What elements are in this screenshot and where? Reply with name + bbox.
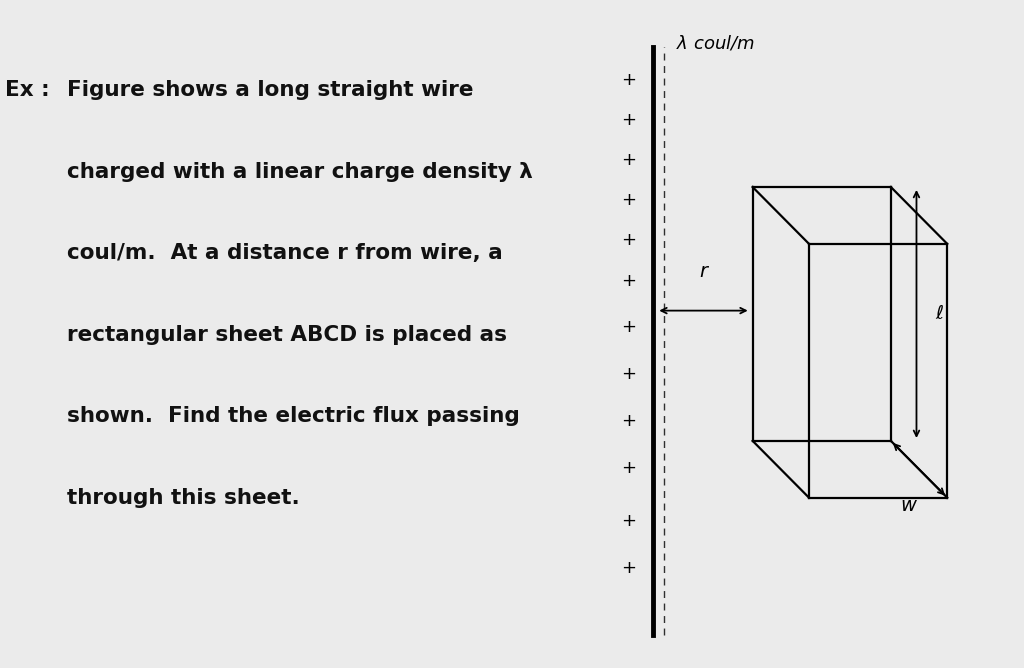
Text: +: +	[622, 412, 636, 430]
Text: Figure shows a long straight wire: Figure shows a long straight wire	[67, 80, 473, 100]
Text: +: +	[622, 112, 636, 129]
Text: shown.  Find the electric flux passing: shown. Find the electric flux passing	[67, 406, 519, 426]
Text: $\ell$: $\ell$	[935, 305, 944, 323]
Text: +: +	[622, 319, 636, 336]
Text: Ex :: Ex :	[5, 80, 50, 100]
Text: +: +	[622, 365, 636, 383]
Text: charged with a linear charge density λ: charged with a linear charge density λ	[67, 162, 532, 182]
Text: +: +	[622, 272, 636, 289]
Text: coul/m.  At a distance r from wire, a: coul/m. At a distance r from wire, a	[67, 243, 503, 263]
Text: rectangular sheet ABCD is placed as: rectangular sheet ABCD is placed as	[67, 325, 507, 345]
Text: +: +	[622, 559, 636, 576]
Text: +: +	[622, 512, 636, 530]
Text: +: +	[622, 459, 636, 476]
Text: r: r	[699, 262, 707, 281]
Text: +: +	[622, 232, 636, 249]
Text: through this sheet.: through this sheet.	[67, 488, 299, 508]
Text: $\lambda$ coul/m: $\lambda$ coul/m	[676, 34, 755, 53]
Text: +: +	[622, 152, 636, 169]
Text: +: +	[622, 192, 636, 209]
Text: +: +	[622, 71, 636, 89]
Text: w: w	[901, 496, 916, 515]
